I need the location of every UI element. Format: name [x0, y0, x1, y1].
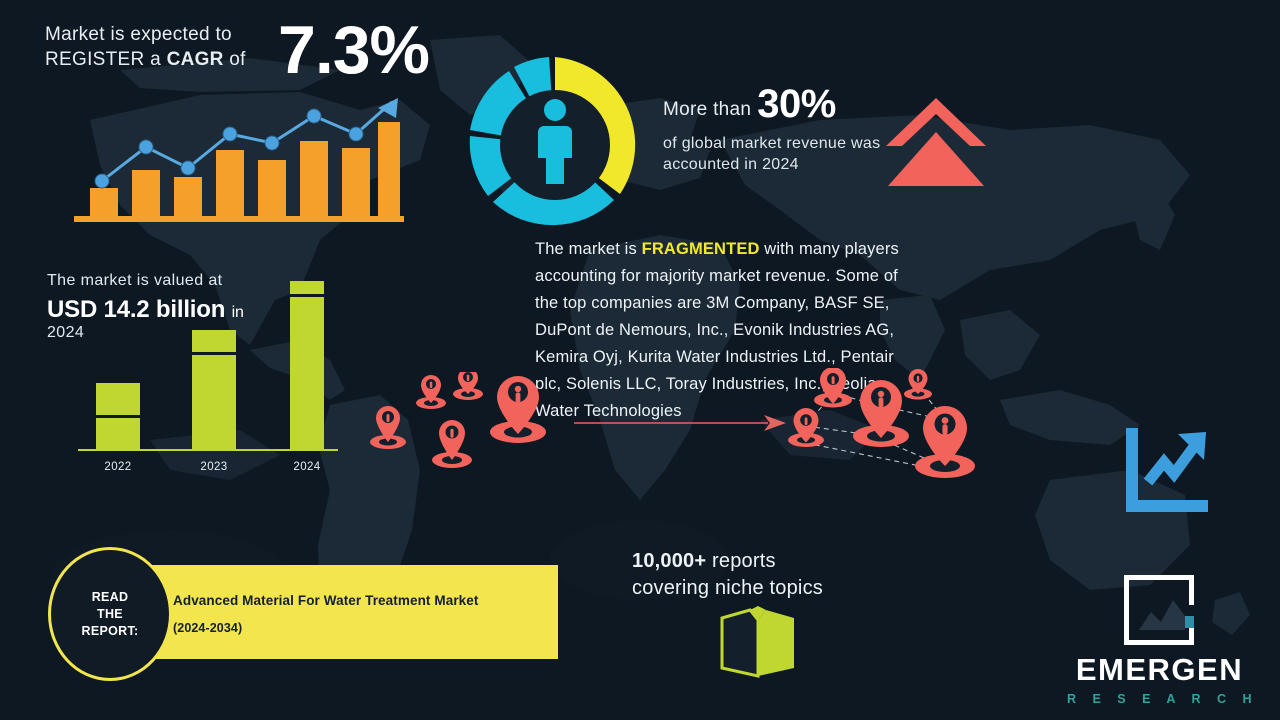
cagr-line-2: REGISTER a CAGR of [45, 47, 465, 72]
cagr-block: Market is expected to REGISTER a CAGR of… [45, 16, 465, 84]
market-value-bar-chart: 2022 2023 2024 [78, 281, 338, 475]
reports-count: 10,000+ [632, 550, 707, 572]
share-lead: More than [663, 99, 752, 120]
growth-trend-bar-chart [66, 88, 411, 233]
market-share-block: More than 30% of global market revenue wa… [663, 82, 898, 175]
bar-2023 [192, 330, 236, 449]
reports-count-block: 10,000+ reports covering niche topics [632, 548, 912, 602]
read-badge-line-3: REPORT: [81, 623, 139, 638]
cagr-line2-post: of [223, 49, 246, 70]
bar-separator [192, 352, 236, 355]
cagr-line2-pre: REGISTER a [45, 49, 167, 70]
reports-line-2: covering niche topics [632, 577, 823, 599]
cagr-value: 7.3% [278, 12, 430, 88]
share-value: 30% [757, 82, 836, 126]
read-the-report-badge[interactable]: READ THE REPORT: [48, 547, 172, 681]
report-period: (2024-2034) [173, 621, 243, 635]
report-title: Advanced Material For Water Treatment Ma… [173, 593, 479, 608]
bar-2024 [290, 281, 324, 449]
value-in: in [231, 304, 244, 321]
open-book-icon [716, 606, 800, 687]
double-up-arrow-icon [884, 96, 988, 197]
xtick-2024: 2024 [293, 461, 321, 473]
cagr-line-1: Market is expected to [45, 24, 232, 45]
logo-tagline: R E S E A R C H [1066, 692, 1258, 706]
bar-separator [290, 294, 324, 297]
person-icon [538, 99, 572, 184]
market-value-block: The market is valued at USD 14.2 billion… [47, 272, 347, 342]
chart-axis-line [78, 449, 338, 451]
xtick-2022: 2022 [104, 461, 132, 473]
logo-mark-icon [1121, 572, 1197, 648]
bar-2022 [96, 383, 140, 449]
map-pin-network-right [778, 367, 1003, 498]
frag-post: with many players accounting for majorit… [535, 240, 899, 420]
value-line-1: The market is valued at [47, 272, 223, 289]
growth-chart-icon [1120, 424, 1212, 521]
market-share-donut [462, 52, 648, 243]
read-badge-line-1: READ [91, 589, 129, 604]
share-headline: More than 30% [663, 82, 898, 127]
map-pin-cluster-left [360, 368, 590, 492]
read-badge-text: READ THE REPORT: [82, 589, 139, 640]
xtick-2023: 2023 [200, 461, 228, 473]
share-sub: of global market revenue was accounted i… [663, 135, 881, 173]
fragmented-paragraph: The market is FRAGMENTED with many playe… [535, 236, 920, 425]
frag-pre: The market is [535, 240, 642, 258]
read-report-banner[interactable]: Advanced Material For Water Treatment Ma… [148, 565, 558, 659]
value-amount-row: USD 14.2 billion in [47, 296, 347, 324]
logo-wordmark: EMERGEN [1075, 652, 1244, 687]
right-arrow-icon [572, 410, 788, 441]
value-amount: USD 14.2 billion [47, 296, 226, 323]
frag-highlight: FRAGMENTED [641, 240, 760, 258]
reports-line-1: 10,000+ reports [632, 548, 912, 575]
cagr-keyword: CAGR [166, 49, 224, 70]
read-badge-line-2: THE [97, 606, 123, 621]
emergen-research-logo[interactable]: EMERGEN R E S E A R C H [1061, 572, 1258, 706]
value-year: 2024 [47, 324, 85, 341]
reports-line1-rest: reports [706, 550, 776, 572]
bar-separator [96, 415, 140, 418]
banner-text: Advanced Material For Water Treatment Ma… [173, 593, 479, 635]
